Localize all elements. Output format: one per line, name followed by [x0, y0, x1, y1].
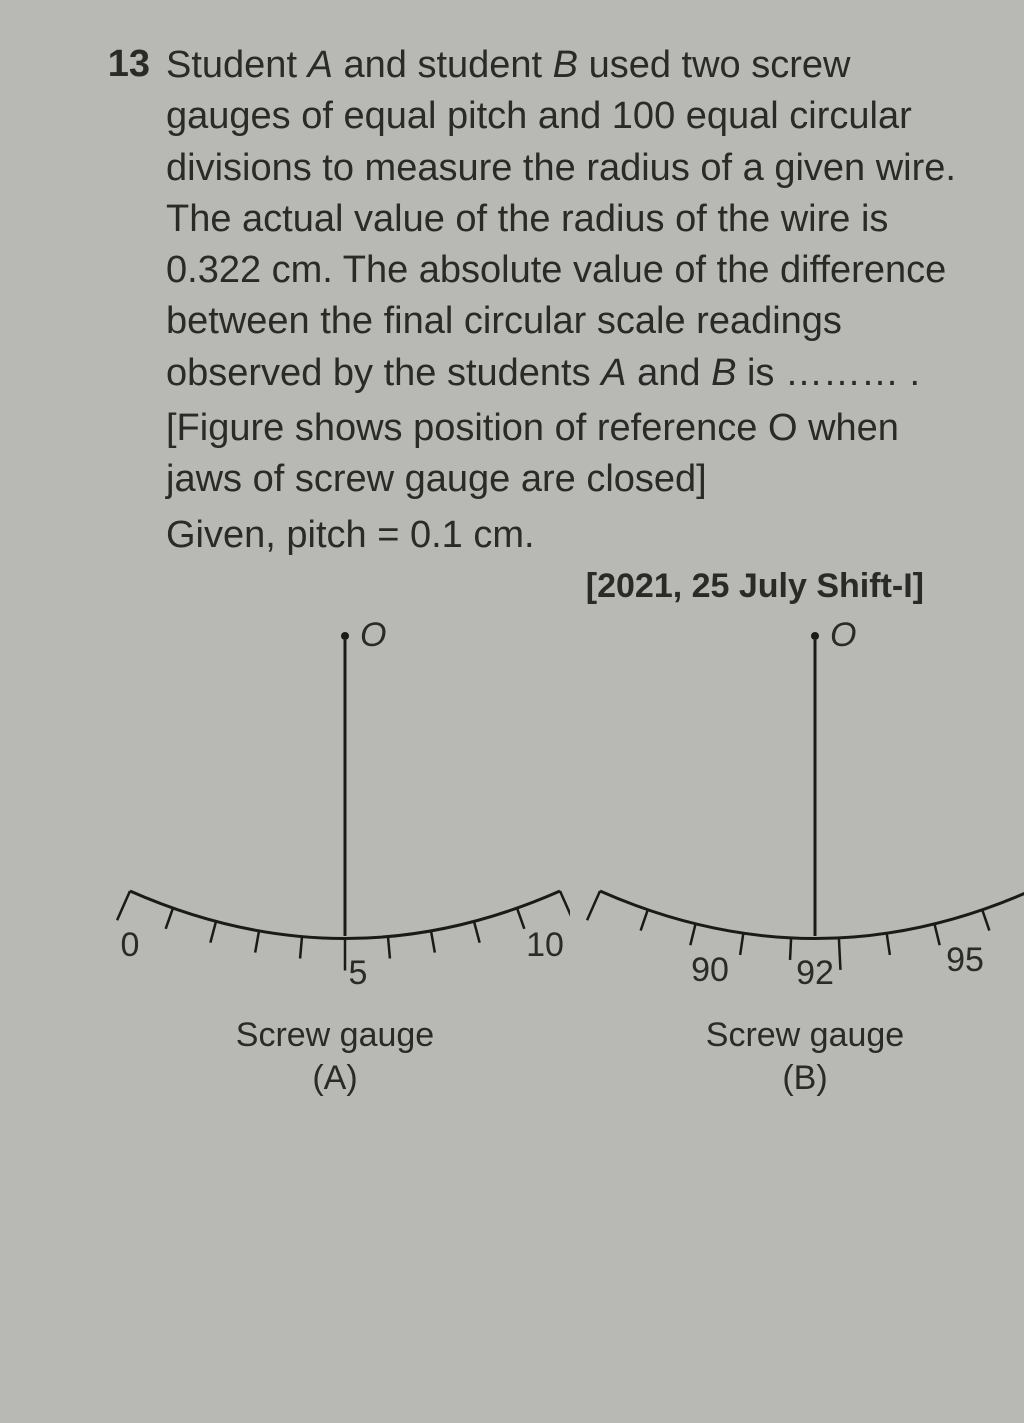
- gauge-b: O 90 92 95: [570, 616, 1024, 1036]
- question-row: 13 Student A and student B used two scre…: [100, 40, 964, 399]
- tick: [474, 921, 480, 942]
- qtext-varA: A: [308, 44, 333, 86]
- tick: [982, 910, 989, 931]
- tick: [517, 908, 524, 929]
- gauge-b-wrap: O 90 92 95 Screw gauge (B): [570, 616, 1024, 1098]
- gauge-b-arc: [600, 891, 1024, 939]
- qtext-varB2: B: [711, 352, 736, 394]
- tick: [587, 891, 600, 920]
- question-number: 13: [100, 40, 150, 89]
- gauge-b-tick-center: 92: [796, 954, 834, 992]
- gauge-a-sub: (A): [100, 1059, 570, 1098]
- tick: [300, 937, 302, 959]
- qtext-p2: and student: [333, 44, 553, 86]
- gauge-a-tick-right: 10: [526, 926, 564, 964]
- gauge-a: O 0 5 10: [100, 616, 570, 1036]
- gauge-b-tick-right: 95: [946, 941, 984, 979]
- figure-note: [Figure shows position of reference O wh…: [166, 403, 964, 506]
- tick: [740, 933, 743, 955]
- gauge-b-ref-dot: [811, 632, 819, 640]
- qtext-p4: and: [627, 352, 712, 394]
- tick: [117, 891, 130, 920]
- tick: [934, 924, 939, 945]
- gauge-a-wrap: O 0 5 10 Screw gauge (A): [100, 616, 570, 1098]
- page: 13 Student A and student B used two scre…: [0, 0, 1024, 1138]
- question-text: Student A and student B used two screw g…: [166, 40, 964, 399]
- qtext-p5: is ……… .: [736, 352, 920, 394]
- gauges-row: O 0 5 10 Screw gauge (A): [100, 616, 964, 1098]
- gauge-b-ref-label: O: [830, 616, 856, 654]
- tick: [641, 910, 648, 931]
- tick: [790, 938, 791, 960]
- qtext-varB: B: [553, 44, 578, 86]
- tick: [210, 921, 216, 942]
- gauge-b-svg: O 90 92 95: [570, 616, 1024, 1036]
- exam-reference: [2021, 25 July Shift-I]: [100, 567, 964, 606]
- tick: [255, 931, 259, 953]
- tick: [431, 931, 435, 953]
- gauge-a-tick-center: 5: [349, 954, 368, 992]
- tick: [166, 908, 173, 929]
- tick: [560, 891, 570, 920]
- gauge-a-tick-left: 0: [121, 926, 140, 964]
- qtext-p3: used two screw gauges of equal pitch and…: [166, 44, 956, 394]
- tick: [887, 933, 890, 955]
- tick: [839, 938, 841, 970]
- tick: [388, 937, 390, 959]
- gauge-b-sub: (B): [570, 1059, 1024, 1098]
- given-line: Given, pitch = 0.1 cm.: [166, 510, 964, 561]
- tick: [690, 924, 695, 945]
- qtext-p1: Student: [166, 44, 308, 86]
- gauge-b-tick-left: 90: [691, 951, 729, 989]
- gauge-a-ref-label: O: [360, 616, 386, 654]
- gauge-a-ref-dot: [341, 632, 349, 640]
- qtext-varA2: A: [601, 352, 626, 394]
- gauge-a-svg: O 0 5 10: [100, 616, 570, 1036]
